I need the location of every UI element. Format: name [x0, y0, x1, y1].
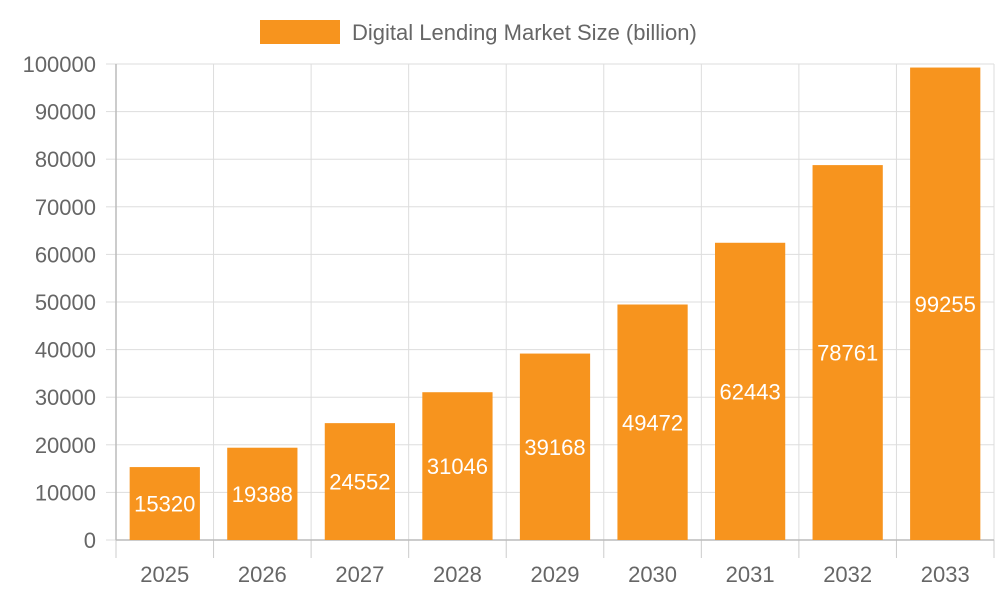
x-tick-label: 2032 [823, 562, 872, 587]
x-tick-label: 2025 [140, 562, 189, 587]
bar-2029[interactable] [519, 353, 591, 540]
y-tick-label: 0 [84, 528, 96, 553]
y-tick-label: 20000 [35, 433, 96, 458]
y-tick-label: 100000 [23, 52, 96, 77]
bars [129, 67, 981, 541]
bar-2025[interactable] [129, 467, 200, 540]
legend-swatch [260, 20, 340, 44]
bar-2032[interactable] [812, 165, 883, 540]
x-tick-label: 2033 [921, 562, 970, 587]
y-tick-label: 60000 [35, 242, 96, 267]
legend[interactable]: Digital Lending Market Size (billion) [260, 20, 697, 45]
data-label-2029: 39168 [524, 435, 585, 460]
x-tick-label: 2031 [726, 562, 775, 587]
x-tick-label: 2028 [433, 562, 482, 587]
x-tick-label: 2026 [238, 562, 287, 587]
bar-2031[interactable] [714, 242, 786, 541]
data-labels: 15320 19388 24552 31046 39168 49472 62443 78761… [134, 292, 976, 517]
y-tick-label: 90000 [35, 100, 96, 125]
legend-label: Digital Lending Market Size (billion) [352, 20, 697, 45]
bar-2030[interactable] [617, 304, 688, 540]
bar-2028[interactable] [422, 392, 493, 540]
bar-2027[interactable] [324, 423, 396, 540]
y-tick-label: 70000 [35, 195, 96, 220]
y-tick-label: 50000 [35, 290, 96, 315]
data-label-2025: 15320 [134, 492, 195, 517]
axes: 0 10000 20000 30000 40000 50000 60000 70000 8000… [23, 52, 995, 587]
data-label-2027: 24552 [329, 470, 390, 495]
data-label-2030: 49472 [622, 410, 683, 435]
x-tick-label: 2030 [628, 562, 677, 587]
data-label-2032: 78761 [817, 341, 878, 366]
y-tick-label: 40000 [35, 338, 96, 363]
bar-2033[interactable] [910, 67, 981, 540]
data-label-2033: 99255 [915, 292, 976, 317]
y-tick-label: 10000 [35, 480, 96, 505]
bar-2026[interactable] [227, 447, 298, 540]
data-label-2026: 19388 [232, 482, 293, 507]
y-tick-label: 80000 [35, 147, 96, 172]
data-label-2031: 62443 [720, 379, 781, 404]
y-tick-label: 30000 [35, 385, 96, 410]
data-label-2028: 31046 [427, 454, 488, 479]
x-tick-label: 2027 [335, 562, 384, 587]
x-tick-label: 2029 [531, 562, 580, 587]
